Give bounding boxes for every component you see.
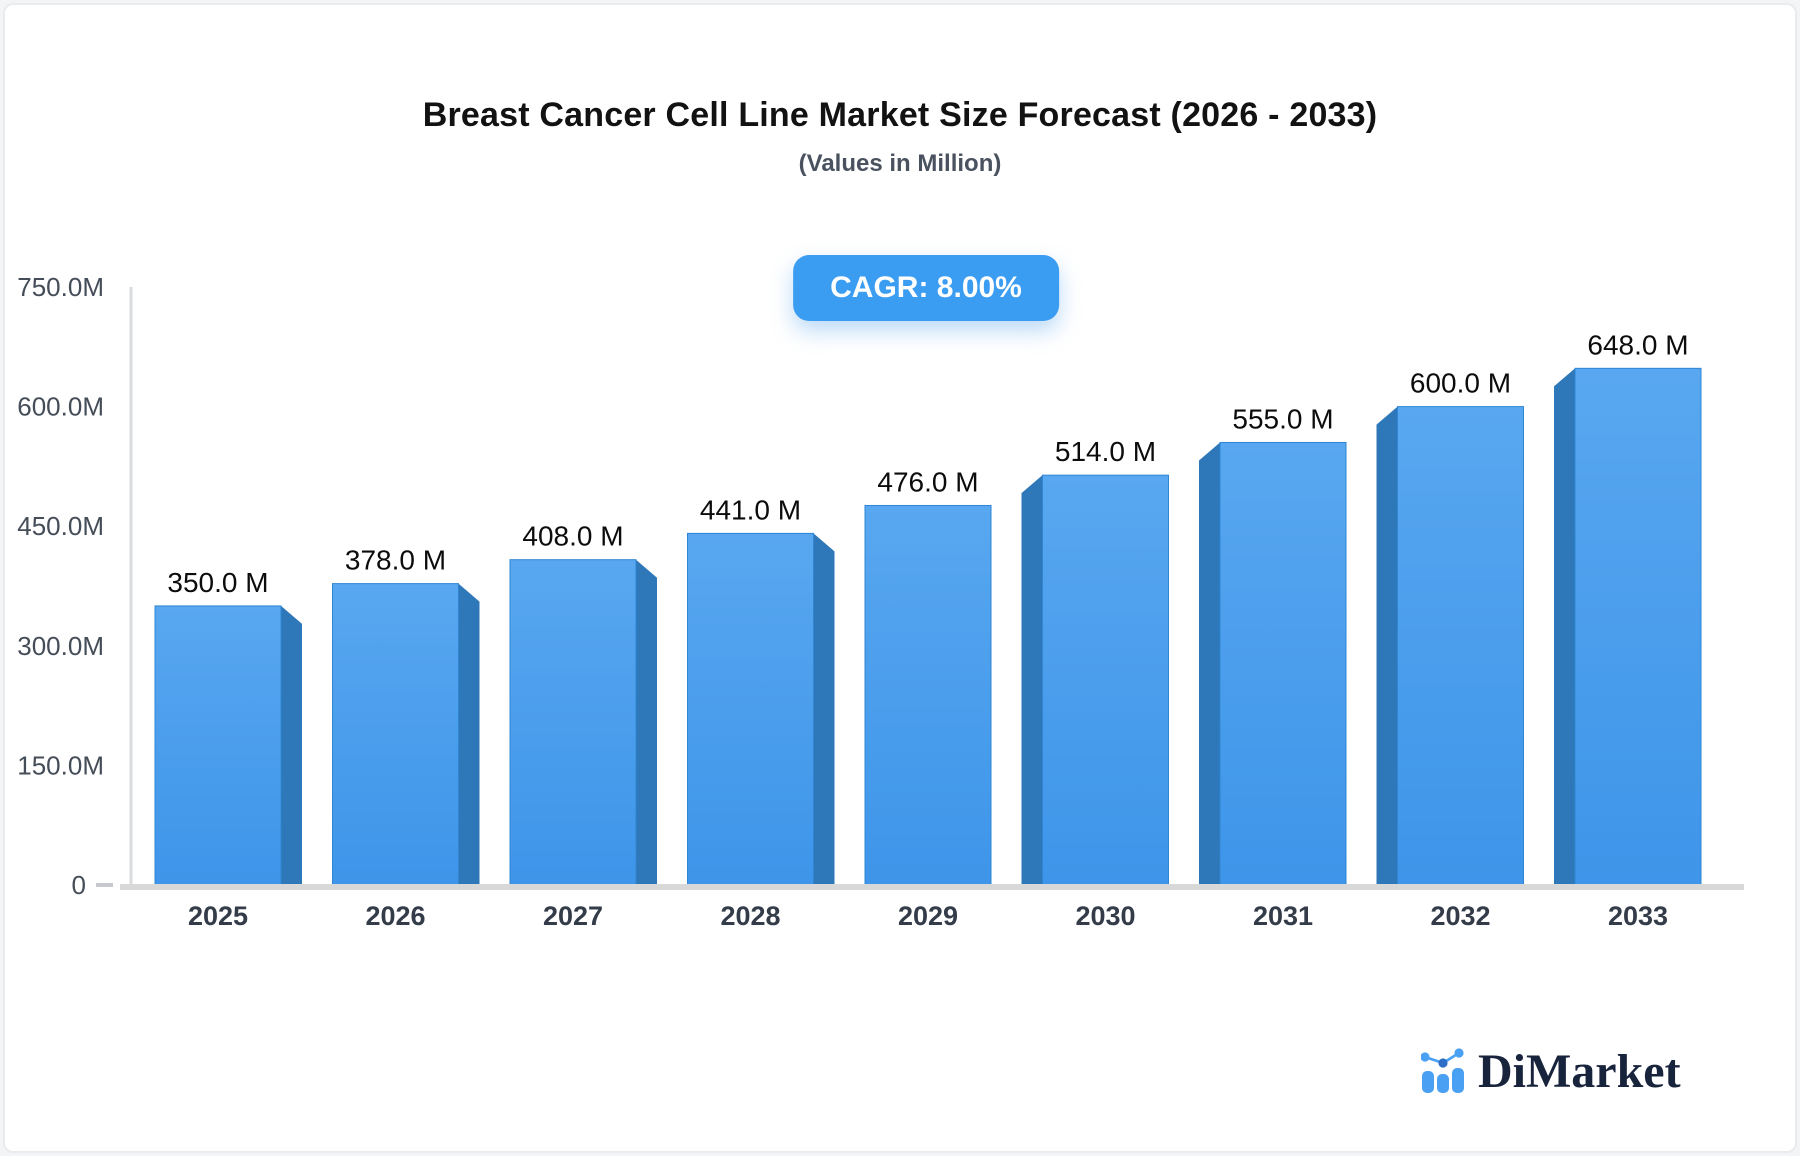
value-label: 514.0 M: [1055, 436, 1156, 467]
y-axis-label: 600.0M: [17, 392, 104, 422]
value-label: 555.0 M: [1232, 403, 1333, 434]
dimarket-logo: DiMarket: [1421, 1044, 1681, 1098]
x-axis-label: 2030: [1075, 901, 1135, 931]
x-axis-baseline: [120, 884, 1744, 890]
x-axis-label: 2025: [188, 901, 248, 931]
bar: [687, 532, 814, 886]
bar: [1042, 474, 1169, 886]
bar-side-face: [1554, 368, 1575, 885]
y-axis-label: 450.0M: [17, 511, 104, 541]
y-axis-line: [129, 287, 133, 888]
logo-text: DiMarket: [1478, 1045, 1681, 1098]
bar: [154, 605, 282, 886]
x-axis-label: 2029: [898, 901, 958, 931]
bar: [332, 583, 459, 886]
bar: [1397, 406, 1524, 886]
value-label: 441.0 M: [700, 494, 801, 525]
bar: [1574, 367, 1702, 886]
page-title: Breast Cancer Cell Line Market Size Fore…: [422, 96, 1378, 134]
y-axis-label: 0: [72, 870, 86, 900]
value-label: 350.0 M: [167, 567, 268, 598]
zero-tick-mark: [96, 883, 113, 887]
value-label: 476.0 M: [877, 466, 978, 497]
bar: [864, 504, 992, 886]
bar-line-chart-icon: [1421, 1048, 1464, 1093]
x-axis-label: 2027: [543, 901, 603, 931]
x-axis-label: 2028: [720, 901, 780, 931]
bar: [509, 559, 637, 886]
bar-side-face: [281, 605, 302, 885]
y-axis-label: 300.0M: [17, 631, 104, 661]
bar-side-face: [636, 559, 657, 885]
y-axis-label: 750.0M: [17, 272, 104, 302]
value-label: 378.0 M: [345, 545, 446, 576]
bar-side-face: [1021, 475, 1043, 885]
x-axis-label: 2033: [1608, 901, 1668, 931]
cagr-badge: CAGR: 8.00%: [793, 255, 1059, 321]
bar-side-face: [813, 533, 835, 885]
x-axis-label: 2031: [1253, 901, 1313, 931]
bar-side-face: [1376, 406, 1398, 885]
bar-side-face: [1199, 442, 1220, 885]
value-label: 648.0 M: [1587, 329, 1688, 360]
chart-subtitle: (Values in Million): [798, 150, 1002, 177]
x-axis-label: 2026: [365, 901, 425, 931]
bar: [1219, 441, 1347, 886]
x-axis-label: 2032: [1430, 901, 1490, 931]
bar-side-face: [458, 583, 480, 885]
value-label: 408.0 M: [522, 521, 623, 552]
value-label: 600.0 M: [1410, 368, 1511, 399]
y-axis-label: 150.0M: [17, 750, 104, 780]
